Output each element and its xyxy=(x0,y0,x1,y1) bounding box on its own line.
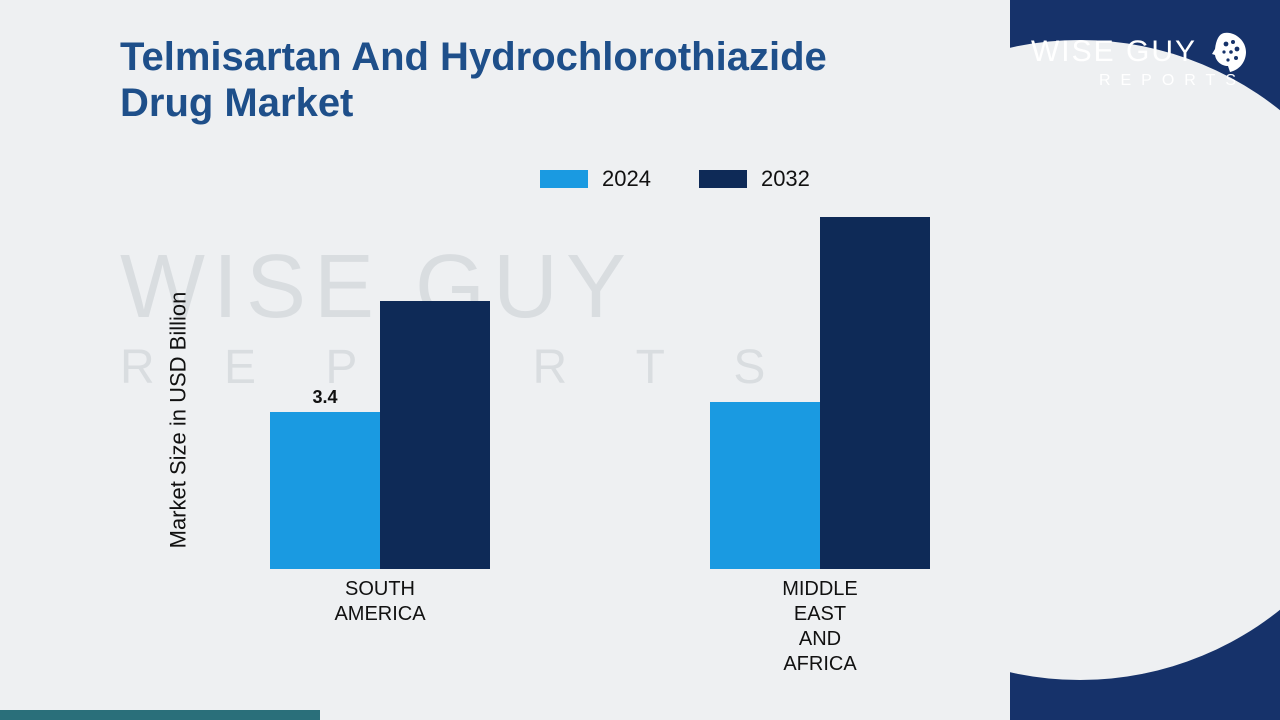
x-category-label: SOUTH AMERICA xyxy=(270,577,490,627)
legend-swatch-icon xyxy=(699,170,747,188)
bar xyxy=(710,402,820,569)
page-root: WISE GUY REPORTS Telmisartan And Hydroch… xyxy=(0,0,1280,720)
brand-logo: WISE GUY REPORTS xyxy=(1031,30,1250,90)
bar xyxy=(380,301,490,569)
brand-sub: REPORTS xyxy=(1031,72,1250,90)
legend-item: 2032 xyxy=(699,166,810,192)
bar xyxy=(820,217,930,569)
legend-item: 2024 xyxy=(540,166,651,192)
bar-group: MIDDLE EAST AND AFRICA xyxy=(710,217,930,569)
chart: Market Size in USD Billion 2024 2032 3.4… xyxy=(60,170,980,670)
legend-label: 2032 xyxy=(761,166,810,192)
plot-area: 3.4SOUTH AMERICA MIDDLE EAST AND AFRICA xyxy=(150,200,970,570)
x-category-label: MIDDLE EAST AND AFRICA xyxy=(710,577,930,677)
brand-name: WISE GUY xyxy=(1031,35,1197,69)
legend-label: 2024 xyxy=(602,166,651,192)
legend: 2024 2032 xyxy=(540,166,810,192)
legend-swatch-icon xyxy=(540,170,588,188)
bar xyxy=(270,412,380,569)
bar-value-label: 3.4 xyxy=(270,387,380,408)
head-icon xyxy=(1206,30,1250,74)
bar-group: 3.4SOUTH AMERICA xyxy=(270,301,490,569)
chart-title: Telmisartan And Hydrochlorothiazide Drug… xyxy=(120,34,900,126)
accent-rule xyxy=(0,710,320,720)
